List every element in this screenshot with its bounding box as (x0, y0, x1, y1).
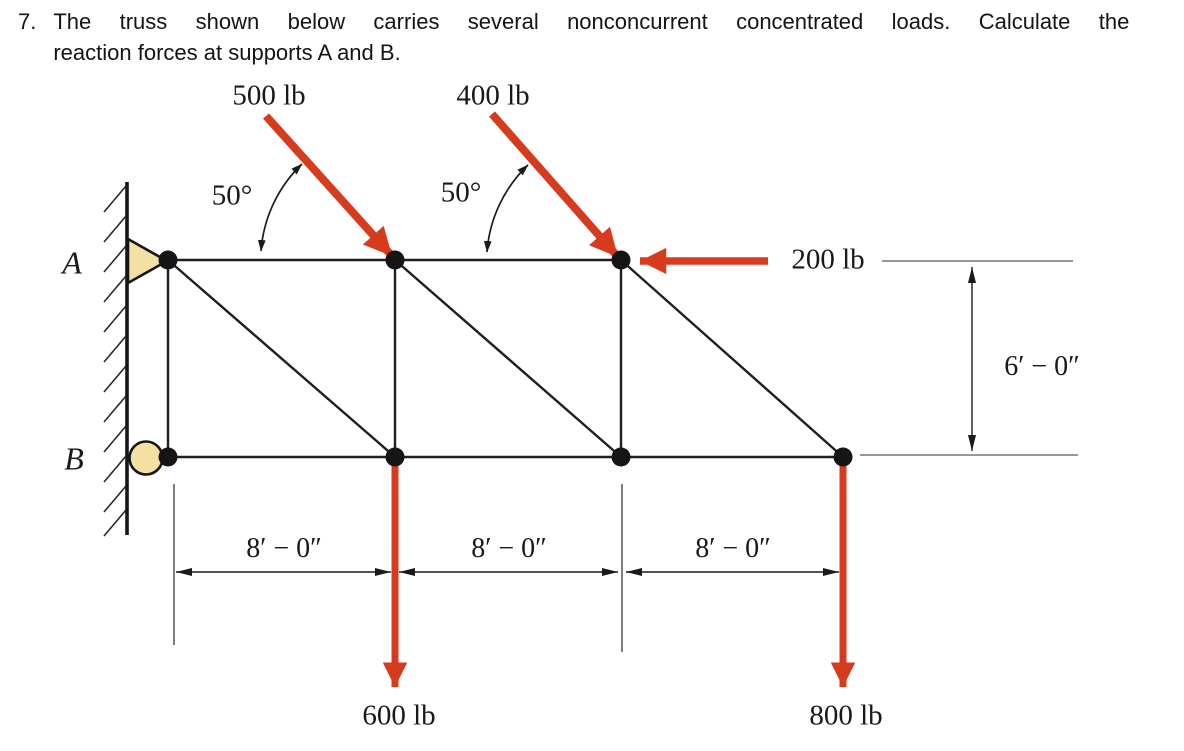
angle-arc-400 (483, 164, 529, 253)
diagonal-1 (167, 259, 396, 458)
problem-statement: 7. The truss shown below carries several… (18, 6, 1138, 68)
angle-arc-500 (257, 163, 303, 252)
dim-panel-1-label: 8′ − 0″ (246, 533, 322, 564)
dim-height-label: 6′ − 0″ (1004, 351, 1080, 382)
diagonal-3 (620, 259, 844, 458)
load-400-label: 400 lb (456, 79, 530, 112)
truss-joints (158, 250, 853, 467)
angle-2-label: 50° (440, 176, 482, 209)
support-a-label: A (62, 244, 82, 281)
dim-panel-2-label: 8′ − 0″ (471, 533, 547, 564)
load-800-label: 800 lb (809, 699, 883, 732)
problem-number: 7. (18, 9, 37, 34)
dim-panel-3-label: 8′ − 0″ (695, 533, 771, 564)
angle-1-label: 50° (211, 179, 253, 212)
load-arrow-500 (263, 113, 395, 259)
angle-arcs (257, 163, 529, 253)
problem-text-line2: reaction forces at supports A and B. (53, 40, 401, 65)
load-arrows (263, 111, 856, 687)
load-500-label: 500 lb (232, 79, 306, 112)
supports (126, 236, 170, 476)
truss-members (166, 258, 844, 459)
pin-support-a (126, 236, 170, 286)
dimension-lines (173, 260, 1078, 652)
diagonal-2 (394, 259, 622, 458)
problem-text: The truss shown below carries several no… (53, 6, 1138, 68)
problem-text-line1: The truss shown below carries several no… (53, 9, 1130, 34)
load-600-label: 600 lb (362, 699, 436, 732)
roller-support-b (128, 440, 164, 476)
wall-support (103, 182, 129, 537)
load-200-label: 200 lb (791, 243, 865, 276)
load-arrow-400 (488, 111, 622, 260)
support-b-label: B (64, 440, 84, 477)
